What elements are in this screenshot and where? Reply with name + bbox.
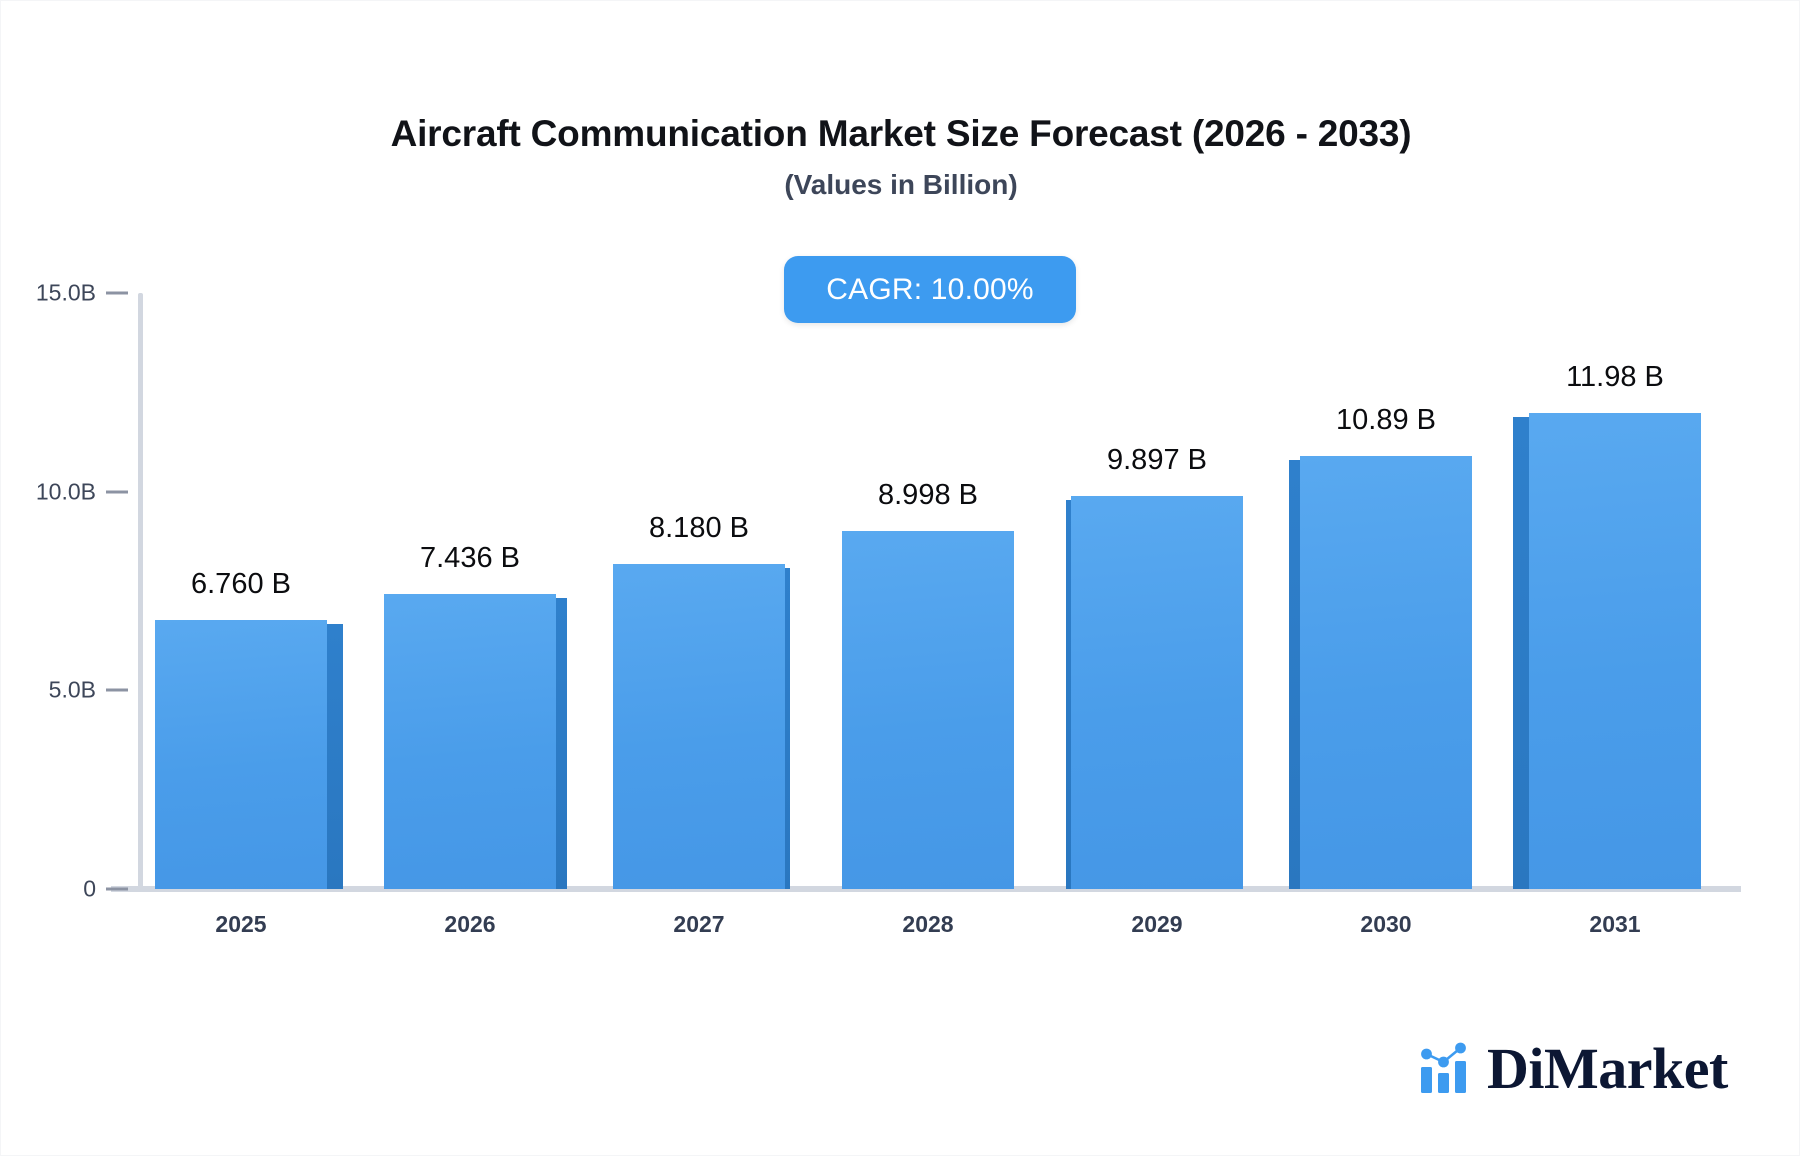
bar-front-face — [842, 531, 1014, 889]
bar-2028 — [842, 531, 1014, 889]
bar-value-label: 7.436 B — [420, 541, 520, 574]
x-axis-tick-label: 2031 — [1589, 911, 1641, 937]
bar-value-label: 11.98 B — [1566, 360, 1664, 393]
bar-front-face — [1299, 456, 1472, 889]
y-axis-tick-label: 0 — [83, 875, 96, 902]
y-axis-tick-label: 15.0B — [35, 279, 96, 306]
bar-side-face — [327, 624, 343, 889]
x-axis-tick-label: 2025 — [215, 911, 267, 937]
bar-front-face — [1070, 495, 1243, 889]
cagr-badge: CAGR: 10.00% — [784, 256, 1076, 323]
y-axis-tick-label: 10.0B — [35, 478, 96, 505]
x-axis-tick-label: 2027 — [673, 911, 725, 937]
bar-2029 — [1065, 495, 1243, 889]
x-axis-baseline — [111, 886, 1741, 892]
x-axis-tick-label: 2026 — [444, 911, 496, 937]
bar-side-face — [1065, 499, 1071, 889]
chart-subtitle: (Values in Billion) — [784, 169, 1018, 200]
bar-value-label: 9.897 B — [1107, 443, 1207, 476]
bar-front-face — [155, 620, 327, 889]
x-axis-tick-label: 2029 — [1131, 911, 1183, 937]
bar-value-label: 8.998 B — [878, 479, 978, 512]
logo-wordmark: DiMarket — [1487, 1035, 1728, 1101]
y-axis-tick-mark — [106, 887, 128, 891]
dimarket-logo: DiMarket — [1419, 1035, 1728, 1101]
bar-front-face — [1529, 412, 1701, 889]
bar-chart-logo-icon — [1419, 1041, 1473, 1095]
bar-front-face — [613, 563, 785, 889]
y-axis-tick-label: 5.0B — [48, 676, 96, 703]
bar-2025 — [155, 620, 343, 889]
bar-2026 — [384, 593, 567, 889]
bar-value-label: 8.180 B — [649, 511, 749, 544]
bar-2031 — [1513, 412, 1701, 889]
cagr-badge-label: CAGR: 10.00% — [826, 272, 1034, 306]
bar-side-face — [1289, 460, 1300, 889]
y-axis-tick-mark — [106, 490, 128, 494]
bar-side-face — [556, 597, 567, 889]
bar-front-face — [384, 593, 556, 889]
y-axis-line — [138, 293, 143, 890]
bar-value-label: 10.89 B — [1336, 404, 1436, 437]
bar-2027 — [613, 563, 791, 889]
y-axis-tick-mark — [106, 688, 128, 692]
y-axis-tick-mark — [106, 291, 128, 295]
bar-value-label: 6.760 B — [191, 568, 291, 601]
page-title: Aircraft Communication Market Size Forec… — [390, 113, 1412, 154]
x-axis-tick-label: 2028 — [902, 911, 954, 937]
bar-side-face — [1513, 416, 1529, 889]
bar-side-face — [785, 567, 791, 889]
bar-2030 — [1289, 456, 1472, 889]
x-axis-tick-label: 2030 — [1360, 911, 1412, 937]
